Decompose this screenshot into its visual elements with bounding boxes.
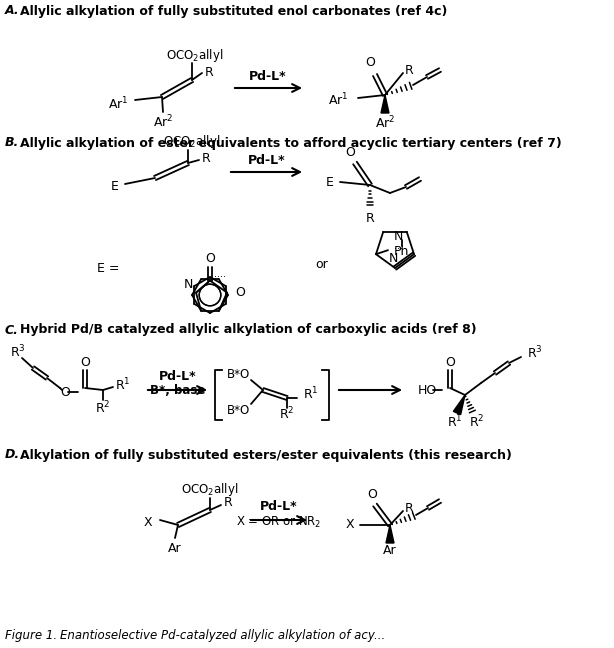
Text: R$^3$: R$^3$ (10, 343, 26, 360)
Text: N: N (184, 278, 193, 291)
Text: O: O (205, 252, 215, 265)
Text: E: E (111, 179, 119, 192)
Text: B*O: B*O (227, 367, 251, 380)
Text: R$^2$: R$^2$ (95, 400, 111, 416)
Text: R$^2$: R$^2$ (469, 413, 484, 430)
Text: Ar$^1$: Ar$^1$ (107, 96, 128, 112)
Text: Enantioselective Pd-catalyzed allylic alkylation of acy...: Enantioselective Pd-catalyzed allylic al… (60, 629, 385, 642)
Text: O: O (235, 286, 245, 299)
Text: Alkylation of fully substituted esters/ester equivalents (this research): Alkylation of fully substituted esters/e… (20, 448, 512, 461)
Text: HO: HO (418, 384, 437, 397)
Text: O: O (345, 146, 355, 159)
Text: B*, base: B*, base (150, 384, 206, 397)
Text: O: O (80, 356, 90, 369)
Text: OCO$_2$allyl: OCO$_2$allyl (181, 481, 239, 498)
Text: OCO$_2$allyl: OCO$_2$allyl (163, 133, 220, 150)
Text: E: E (326, 176, 334, 189)
Text: O: O (365, 56, 375, 69)
Text: Ar$^1$: Ar$^1$ (328, 92, 348, 108)
Text: R$^3$: R$^3$ (527, 345, 543, 362)
Text: N: N (394, 230, 403, 243)
Text: C.: C. (5, 323, 19, 336)
Text: Pd-L*: Pd-L* (260, 500, 298, 513)
Text: Ar$^2$: Ar$^2$ (375, 115, 395, 132)
Polygon shape (386, 525, 394, 543)
Text: or: or (316, 259, 328, 272)
Text: Ph: Ph (394, 246, 410, 259)
Text: B.: B. (5, 137, 19, 150)
Text: Pd-L*: Pd-L* (249, 69, 287, 82)
Text: B*O: B*O (227, 404, 251, 417)
Text: ····: ···· (214, 273, 226, 283)
Text: OCO$_2$allyl: OCO$_2$allyl (166, 47, 223, 64)
Text: R$^2$: R$^2$ (279, 406, 295, 422)
Text: Allylic alkylation of ester equivalents to afford acyclic tertiary centers (ref : Allylic alkylation of ester equivalents … (20, 137, 562, 150)
Text: Ar$^2$: Ar$^2$ (153, 113, 173, 130)
Text: X: X (346, 518, 354, 531)
Text: X: X (144, 516, 152, 529)
Text: Pd-L*: Pd-L* (248, 154, 286, 167)
Text: Pd-L*: Pd-L* (159, 371, 197, 384)
Text: R$^1$: R$^1$ (303, 386, 319, 402)
Text: D.: D. (5, 448, 20, 461)
Text: O: O (367, 489, 377, 502)
Text: N: N (388, 251, 398, 264)
Text: O: O (60, 386, 70, 399)
Text: X = OR or NR$_2$: X = OR or NR$_2$ (236, 515, 322, 529)
Text: Hybrid Pd/B catalyzed allylic alkylation of carboxylic acids (ref 8): Hybrid Pd/B catalyzed allylic alkylation… (20, 323, 476, 336)
Text: A.: A. (5, 5, 20, 17)
Text: R: R (405, 64, 414, 76)
Text: R: R (405, 502, 414, 515)
Text: Ar: Ar (168, 542, 182, 555)
Text: R: R (365, 211, 375, 224)
Text: Allylic alkylation of fully substituted enol carbonates (ref 4c): Allylic alkylation of fully substituted … (20, 5, 448, 17)
Text: E =: E = (97, 262, 119, 275)
Text: R$^1$: R$^1$ (447, 413, 463, 430)
Text: ····: ···· (394, 244, 406, 254)
Text: Ar: Ar (383, 544, 397, 557)
Text: Figure 1.: Figure 1. (5, 629, 57, 642)
Text: O: O (445, 356, 455, 369)
Text: R$^1$: R$^1$ (115, 376, 131, 393)
Polygon shape (453, 395, 465, 415)
Text: R: R (224, 496, 233, 509)
Text: R: R (202, 152, 211, 165)
Text: R: R (205, 65, 214, 78)
Polygon shape (381, 95, 389, 113)
